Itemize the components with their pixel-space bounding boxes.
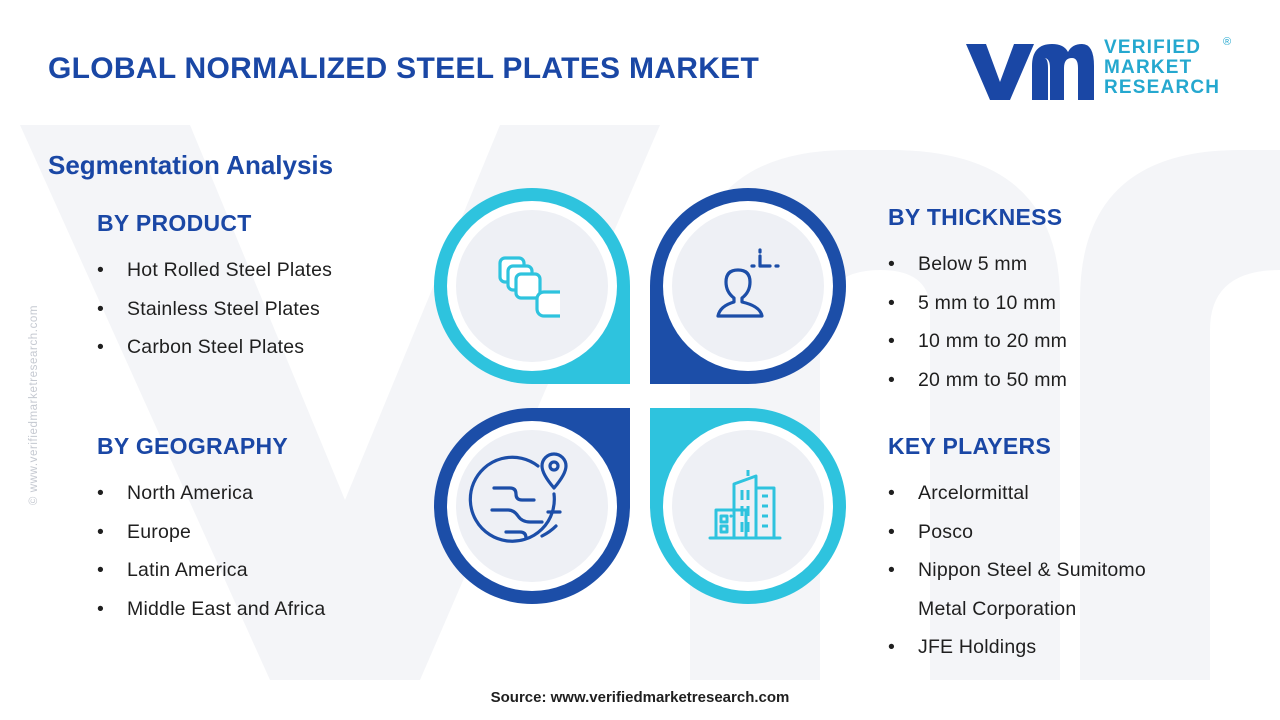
vertical-watermark: © www.verifiedmarketresearch.com bbox=[28, 304, 40, 506]
section-subtitle: Segmentation Analysis bbox=[48, 150, 334, 180]
segment-key-players: KEY PLAYERS Arcelormittal Posco Nippon S… bbox=[888, 433, 1238, 667]
stacked-cards-icon bbox=[498, 256, 560, 318]
list-item: North America bbox=[97, 474, 427, 513]
quadrant-bottom-right bbox=[650, 408, 846, 604]
quadrant-top-left bbox=[434, 188, 630, 384]
logo-line-market: MARKET bbox=[1104, 57, 1193, 78]
segment-by-thickness: BY THICKNESS Below 5 mm 5 mm to 10 mm 10… bbox=[888, 204, 1218, 399]
segment-list: Below 5 mm 5 mm to 10 mm 10 mm to 20 mm … bbox=[888, 245, 1218, 399]
list-item: Posco bbox=[888, 513, 1238, 552]
person-target-icon bbox=[716, 248, 780, 318]
vmr-logo: VERIFIED MARKET RESEARCH ® bbox=[964, 36, 1234, 106]
list-item: Carbon Steel Plates bbox=[97, 328, 427, 367]
list-item: Hot Rolled Steel Plates bbox=[97, 251, 427, 290]
segment-by-product: BY PRODUCT Hot Rolled Steel Plates Stain… bbox=[97, 210, 427, 367]
quadrant-top-right bbox=[650, 188, 846, 384]
list-item: Nippon Steel & Sumitomo bbox=[888, 551, 1238, 590]
list-item: Below 5 mm bbox=[888, 245, 1218, 284]
segment-by-geography: BY GEOGRAPHY North America Europe Latin … bbox=[97, 433, 427, 628]
quadrant-bottom-left bbox=[434, 408, 630, 604]
segment-heading: BY PRODUCT bbox=[97, 210, 252, 236]
vmr-logo-mark-icon bbox=[966, 44, 1094, 100]
list-item: 5 mm to 10 mm bbox=[888, 284, 1218, 323]
segmentation-quadrant-graphic bbox=[434, 188, 846, 604]
list-item: Middle East and Africa bbox=[97, 590, 427, 629]
registered-mark: ® bbox=[1223, 36, 1232, 48]
city-buildings-icon bbox=[708, 470, 782, 540]
list-item: 20 mm to 50 mm bbox=[888, 361, 1218, 400]
list-item: Metal Corporation bbox=[918, 597, 1077, 620]
list-item: 10 mm to 20 mm bbox=[888, 322, 1218, 361]
globe-location-icon bbox=[468, 452, 568, 543]
segment-heading: BY THICKNESS bbox=[888, 204, 1063, 230]
segment-heading: BY GEOGRAPHY bbox=[97, 433, 289, 459]
list-item: JFE Holdings bbox=[888, 628, 1238, 667]
logo-line-verified: VERIFIED bbox=[1104, 37, 1202, 58]
list-item: Stainless Steel Plates bbox=[97, 290, 427, 329]
list-item: Arcelormittal bbox=[888, 474, 1238, 513]
source-footer: Source: www.verifiedmarketresearch.com bbox=[490, 689, 790, 706]
segment-list: Arcelormittal Posco Nippon Steel & Sumit… bbox=[888, 474, 1238, 667]
segment-list: Hot Rolled Steel Plates Stainless Steel … bbox=[97, 251, 427, 367]
list-item: Europe bbox=[97, 513, 427, 552]
segment-list: North America Europe Latin America Middl… bbox=[97, 474, 427, 628]
page-title: GLOBAL NORMALIZED STEEL PLATES MARKET bbox=[48, 52, 760, 85]
list-item: Latin America bbox=[97, 551, 427, 590]
logo-line-research: RESEARCH bbox=[1104, 77, 1221, 98]
segment-heading: KEY PLAYERS bbox=[888, 433, 1052, 459]
